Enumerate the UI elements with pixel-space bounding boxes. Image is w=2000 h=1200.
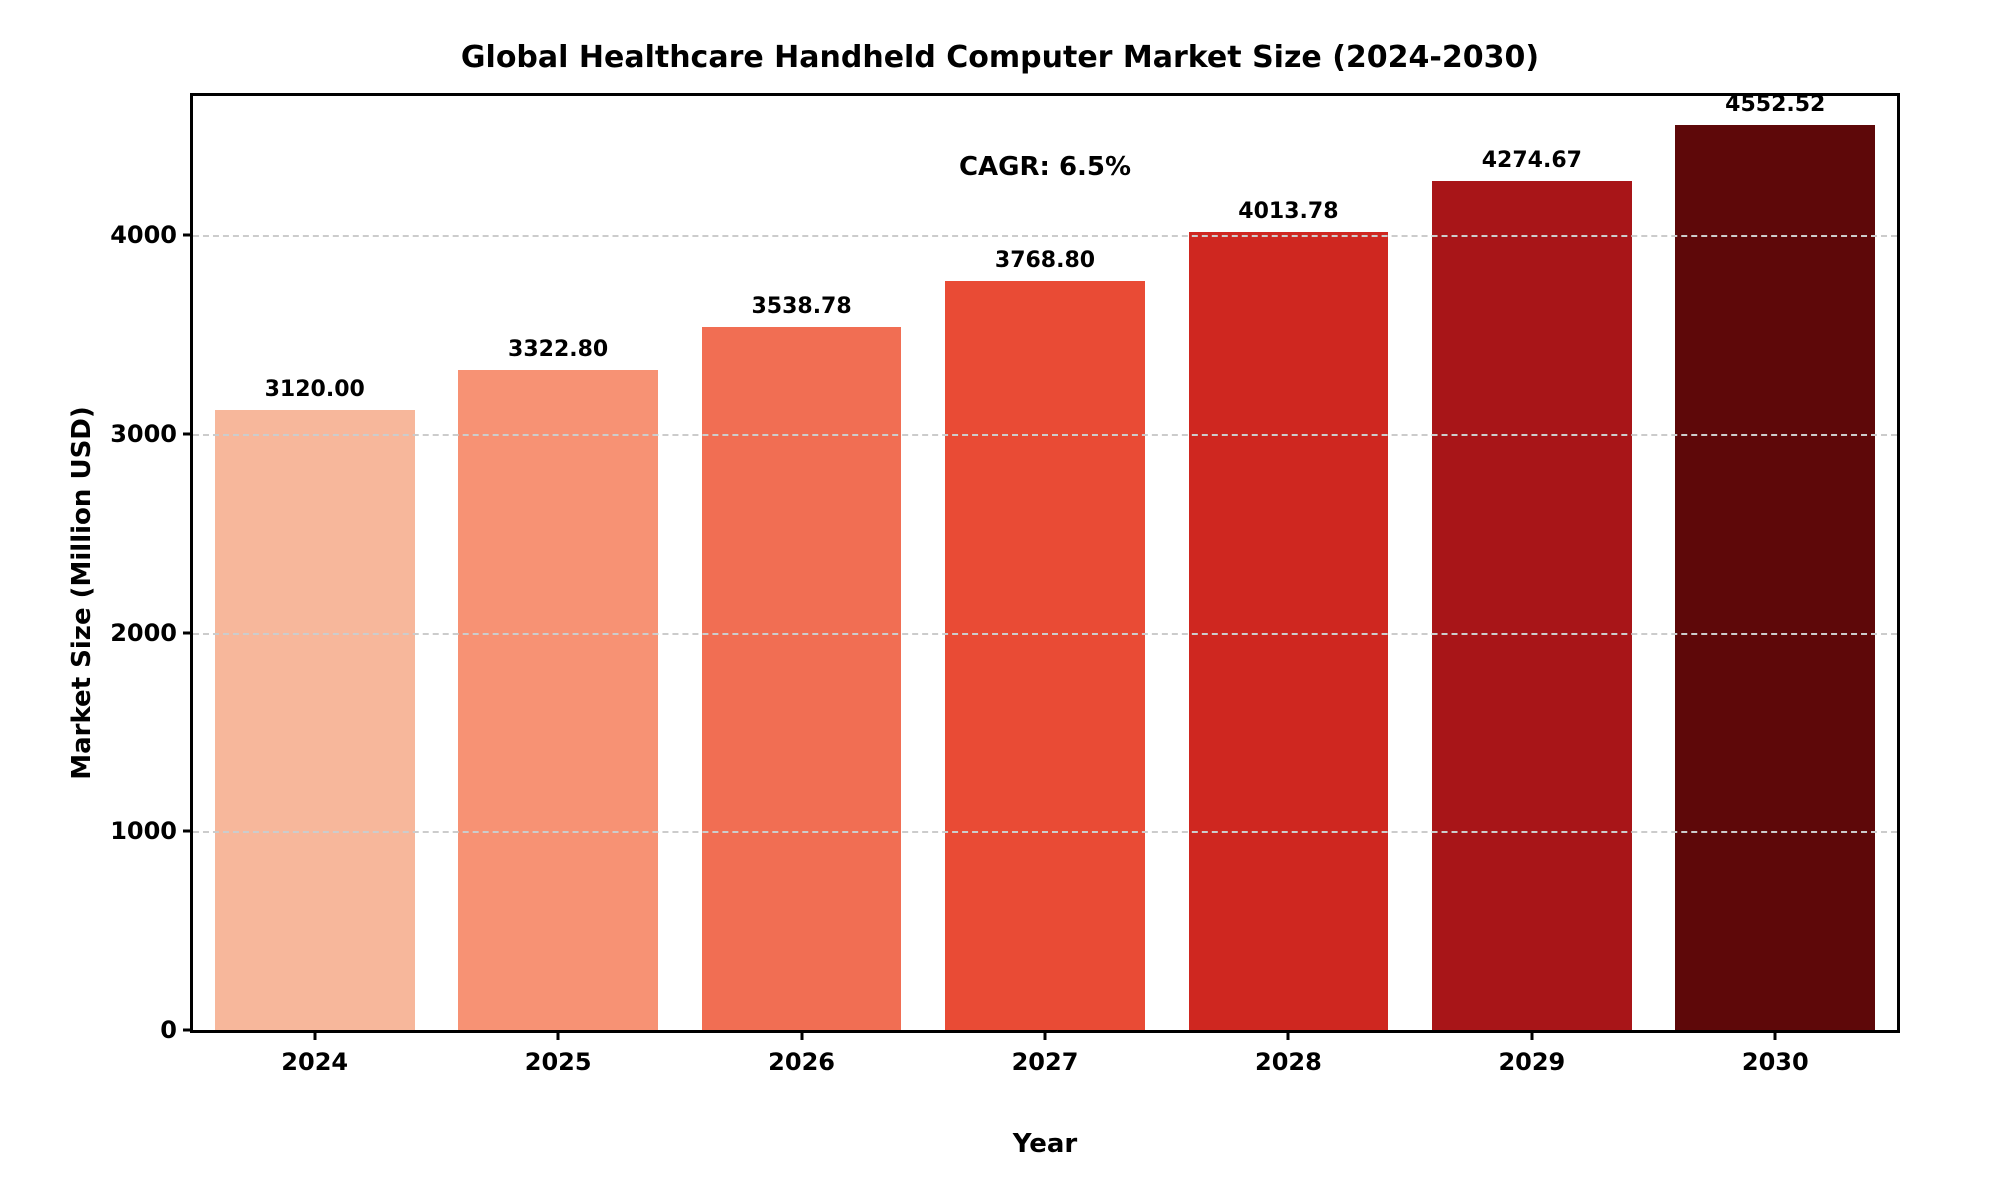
bar: 4552.52 (1675, 125, 1875, 1030)
cagr-annotation: CAGR: 6.5% (959, 152, 1131, 182)
grid-line (193, 235, 1897, 237)
bar: 3322.80 (458, 370, 658, 1030)
bar-value-label: 4013.78 (1238, 199, 1338, 224)
x-tick-mark (557, 1030, 560, 1040)
x-tick-label: 2025 (525, 1048, 592, 1076)
y-axis-label: Market Size (Million USD) (67, 406, 97, 780)
y-tick-mark (183, 234, 193, 237)
bar-value-label: 4274.67 (1482, 148, 1582, 173)
bar-value-label: 3768.80 (995, 248, 1095, 273)
bar: 3538.78 (702, 327, 902, 1030)
y-tick-mark (183, 432, 193, 435)
chart-title: Global Healthcare Handheld Computer Mark… (60, 40, 1940, 75)
y-tick-label: 2000 (110, 619, 177, 647)
x-tick-mark (1287, 1030, 1290, 1040)
y-tick-mark (183, 1029, 193, 1032)
bar-value-label: 3322.80 (508, 337, 608, 362)
y-tick-mark (183, 830, 193, 833)
bar-value-label: 3538.78 (751, 294, 851, 319)
y-tick-label: 1000 (110, 817, 177, 845)
bar: 4013.78 (1189, 232, 1389, 1030)
y-tick-label: 0 (160, 1016, 177, 1044)
y-tick-label: 4000 (110, 221, 177, 249)
x-tick-mark (1530, 1030, 1533, 1040)
grid-line (193, 831, 1897, 833)
x-tick-label: 2027 (1012, 1048, 1079, 1076)
x-tick-label: 2028 (1255, 1048, 1322, 1076)
plot-area: 3120.003322.803538.783768.804013.784274.… (190, 93, 1900, 1033)
x-tick-label: 2029 (1498, 1048, 1565, 1076)
x-tick-mark (800, 1030, 803, 1040)
y-tick-mark (183, 631, 193, 634)
bar: 4274.67 (1432, 181, 1632, 1030)
y-tick-label: 3000 (110, 420, 177, 448)
bar-value-label: 4552.52 (1725, 92, 1825, 117)
plot-outer: Market Size (Million USD) 3120.003322.80… (190, 93, 1900, 1093)
x-axis-label: Year (1013, 1129, 1077, 1159)
x-tick-label: 2030 (1742, 1048, 1809, 1076)
x-tick-mark (1774, 1030, 1777, 1040)
bar: 3120.00 (215, 410, 415, 1030)
x-tick-label: 2024 (281, 1048, 348, 1076)
x-tick-label: 2026 (768, 1048, 835, 1076)
grid-line (193, 633, 1897, 635)
chart-container: Global Healthcare Handheld Computer Mark… (0, 0, 2000, 1200)
bar: 3768.80 (945, 281, 1145, 1030)
bar-value-label: 3120.00 (265, 377, 365, 402)
x-tick-mark (313, 1030, 316, 1040)
grid-line (193, 434, 1897, 436)
x-tick-mark (1044, 1030, 1047, 1040)
